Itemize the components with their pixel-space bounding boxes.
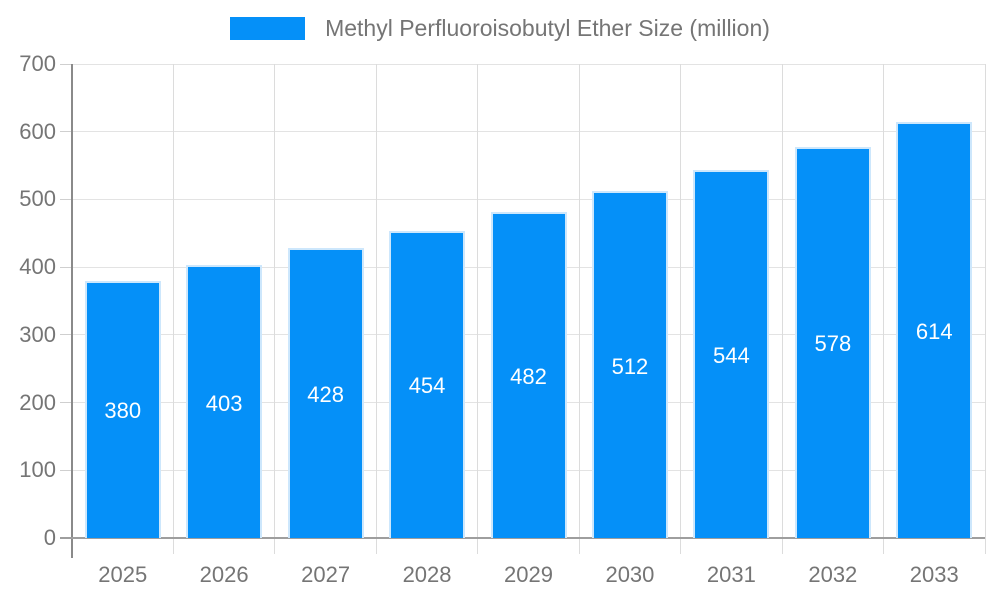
gridline-horizontal	[72, 63, 985, 65]
x-axis-tick-label: 2031	[706, 562, 756, 587]
y-axis-tick-label: 600	[19, 118, 56, 144]
bar-value-label: 380	[104, 398, 142, 424]
bar[interactable]: 380	[84, 280, 161, 538]
bar-value-label: 614	[915, 319, 953, 345]
y-axis-tick	[60, 402, 72, 404]
y-axis-line	[71, 64, 73, 558]
bar-value-label: 403	[205, 390, 243, 416]
gridline-horizontal	[72, 131, 985, 133]
y-axis-tick	[60, 469, 72, 471]
bar[interactable]: 482	[490, 211, 567, 538]
gridline-vertical	[984, 64, 986, 554]
x-axis-line	[60, 537, 985, 539]
gridline-vertical	[477, 64, 479, 554]
y-axis-tick-label: 400	[19, 254, 56, 280]
bar[interactable]: 428	[287, 248, 364, 538]
bar-value-label: 454	[408, 373, 446, 399]
y-axis-tick	[60, 334, 72, 336]
y-axis-tick-label: 300	[19, 321, 56, 347]
y-axis-tick	[60, 198, 72, 200]
y-axis-tick-label: 700	[19, 51, 56, 76]
x-axis-tick-label: 2025	[98, 562, 148, 587]
y-axis-tick	[60, 63, 72, 65]
bar[interactable]: 578	[794, 146, 871, 538]
bar-value-label: 512	[611, 353, 649, 379]
y-axis-tick-label: 100	[19, 457, 56, 483]
bar-value-label: 428	[307, 382, 344, 408]
bar[interactable]: 454	[389, 230, 466, 538]
x-axis-tick-label: 2028	[402, 562, 452, 587]
y-axis-tick-label: 200	[19, 389, 56, 415]
bar[interactable]: 403	[186, 265, 263, 538]
bar[interactable]: 544	[693, 169, 770, 538]
x-axis-tick-label: 2033	[909, 562, 959, 587]
gridline-vertical	[172, 64, 174, 554]
bar-value-label: 578	[814, 331, 852, 357]
gridline-vertical	[680, 64, 682, 554]
gridline-vertical	[274, 64, 276, 554]
y-axis-tick	[60, 131, 72, 133]
legend-label: Methyl Perfluoroisobutyl Ether Size (mil…	[325, 15, 770, 41]
gridline-vertical	[883, 64, 885, 554]
legend[interactable]: Methyl Perfluoroisobutyl Ether Size (mil…	[0, 14, 1000, 42]
x-axis-tick-label: 2032	[808, 562, 858, 587]
gridline-vertical	[375, 64, 377, 554]
y-axis-tick-label: 500	[19, 186, 56, 212]
legend-swatch-icon	[230, 16, 306, 40]
x-axis-tick-label: 2026	[199, 562, 249, 587]
gridline-vertical	[781, 64, 783, 554]
bar-value-label: 544	[713, 342, 750, 368]
gridline-horizontal	[72, 198, 985, 200]
bar[interactable]: 512	[591, 191, 668, 538]
bar[interactable]: 614	[896, 122, 973, 538]
x-axis-tick-label: 2027	[301, 562, 351, 587]
x-axis-tick-label: 2030	[605, 562, 655, 587]
y-axis-tick-label: 0	[43, 525, 56, 550]
y-axis-tick	[60, 266, 72, 268]
x-axis-tick-label: 2029	[504, 562, 553, 587]
bar-value-label: 482	[510, 363, 547, 389]
gridline-vertical	[578, 64, 580, 554]
